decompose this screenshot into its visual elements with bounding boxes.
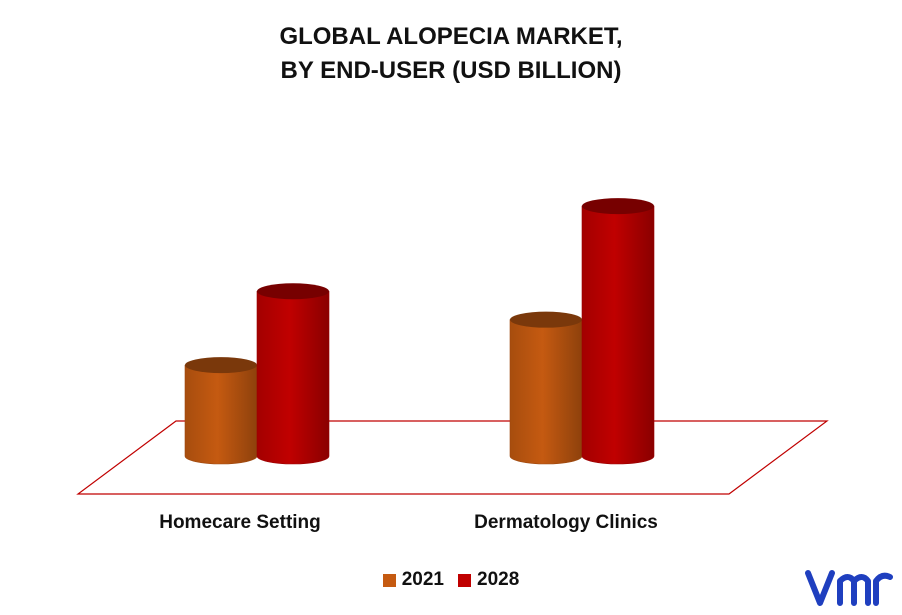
legend-item-2021: 2021 <box>382 569 444 591</box>
legend-item-2028: 2028 <box>458 569 519 591</box>
category-label-homecare-setting: Homecare Setting <box>159 512 321 533</box>
bar-top-dermatology-clinics-2028 <box>582 198 654 215</box>
bar-top-dermatology-clinics-2021 <box>510 311 582 328</box>
bar-group <box>184 198 655 465</box>
chart-legend: 2021 2028 <box>0 569 902 591</box>
chart-title: GLOBAL ALOPECIA MARKET, BY END-USER (USD… <box>0 20 902 88</box>
bar-homecare-setting-2028 <box>256 290 330 465</box>
legend-label-2021: 2021 <box>401 569 444 590</box>
bar-top-homecare-setting-2021 <box>185 357 257 374</box>
chart-title-line-2: BY END-USER (USD BILLION) <box>280 57 622 84</box>
vmr-logo <box>805 570 893 606</box>
bar-top-homecare-setting-2028 <box>257 283 329 300</box>
legend-swatch-2028 <box>458 573 471 587</box>
legend-label-2028: 2028 <box>477 569 520 590</box>
bar-homecare-setting-2021 <box>184 364 258 465</box>
chart-title-line-1: GLOBAL ALOPECIA MARKET, <box>279 23 623 50</box>
category-label-dermatology-clinics: Dermatology Clinics <box>474 512 658 533</box>
bar-dermatology-clinics-2021 <box>509 319 583 465</box>
bar-dermatology-clinics-2028 <box>581 205 655 465</box>
legend-swatch-2021 <box>382 573 396 587</box>
